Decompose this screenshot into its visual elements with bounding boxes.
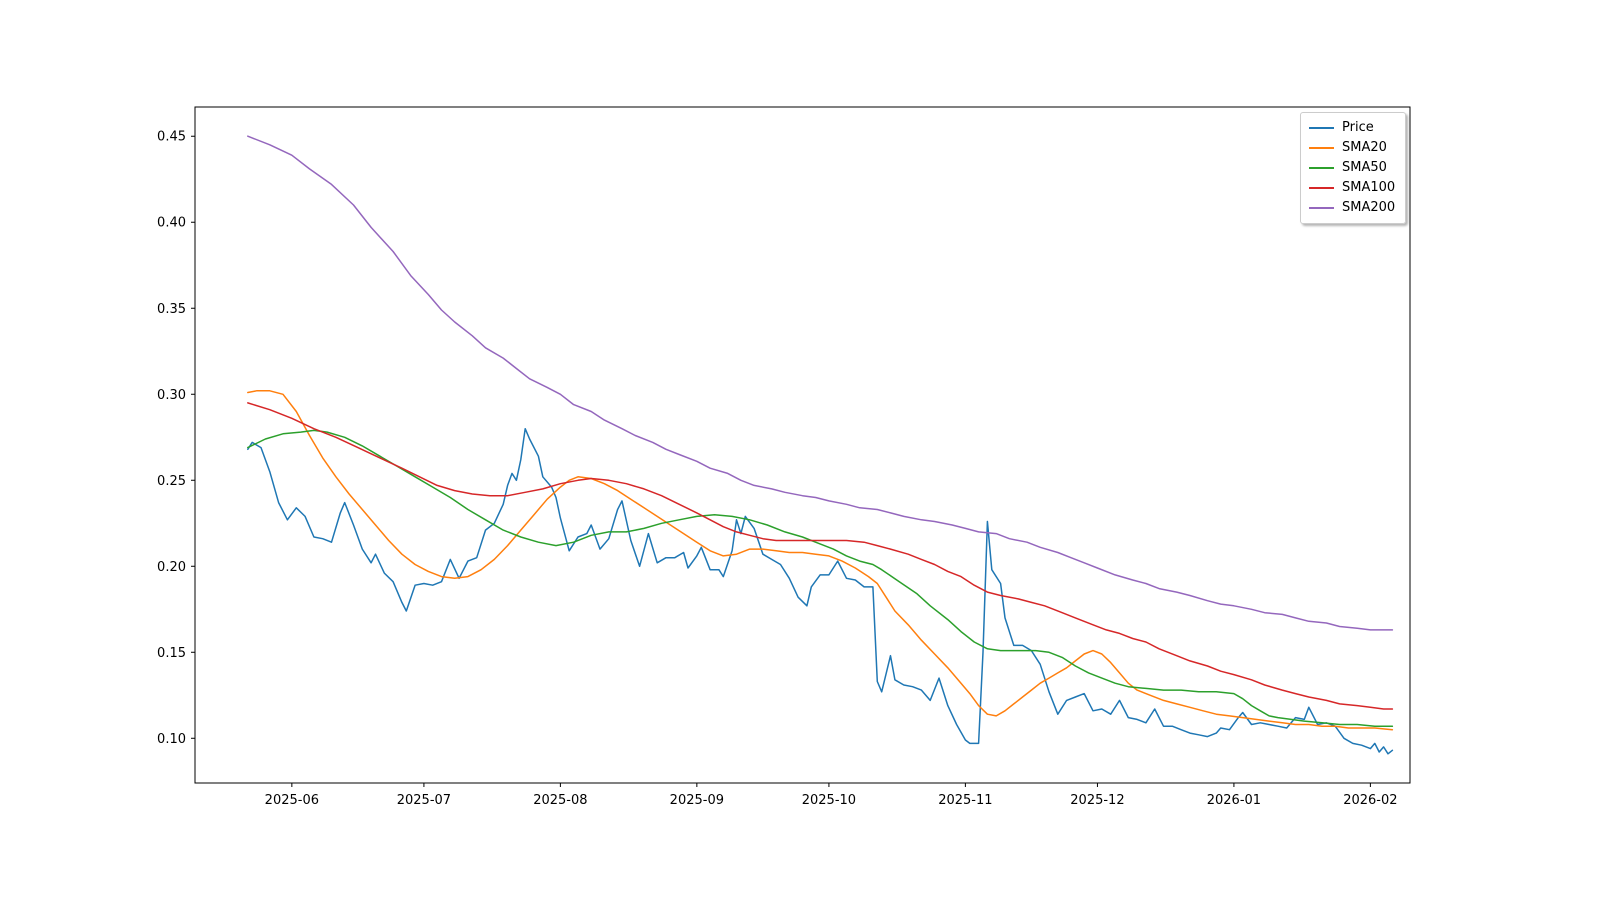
price-line <box>247 427 1394 755</box>
legend-item-price: Price <box>1309 118 1395 138</box>
x-tick-label: 2025-11 <box>938 793 992 808</box>
price-line-swatch <box>1309 127 1334 129</box>
sma50-line <box>247 429 1394 727</box>
x-tick-label: 2025-10 <box>802 793 856 808</box>
sma200-line-swatch <box>1309 207 1334 209</box>
y-tick-label: 0.35 <box>157 302 186 317</box>
x-tick-label: 2026-01 <box>1207 793 1261 808</box>
legend-label-sma100: SMA100 <box>1342 180 1396 195</box>
legend-label-price: Price <box>1342 120 1374 135</box>
y-tick-label: 0.45 <box>157 130 186 145</box>
x-tick-label: 2025-06 <box>265 793 319 808</box>
legend-item-sma20: SMA20 <box>1309 138 1395 158</box>
legend-item-sma100: SMA100 <box>1309 178 1395 198</box>
sma20-line-swatch <box>1309 147 1334 149</box>
y-tick-label: 0.10 <box>157 732 186 747</box>
x-tick-label: 2025-08 <box>533 793 587 808</box>
legend-label-sma200: SMA200 <box>1342 200 1396 215</box>
legend: Price SMA20 SMA50 SMA100 SMA200 <box>1300 112 1407 224</box>
legend-item-sma50: SMA50 <box>1309 158 1395 178</box>
y-tick-label: 0.40 <box>157 216 186 231</box>
x-tick-label: 2025-12 <box>1070 793 1124 808</box>
legend-item-sma200: SMA200 <box>1309 198 1395 218</box>
sma100-line-swatch <box>1309 187 1334 189</box>
plot-border <box>194 106 1411 784</box>
x-tick-label: 2025-09 <box>670 793 724 808</box>
sma200-line <box>247 135 1394 631</box>
sma50-line-swatch <box>1309 167 1334 169</box>
sma20-line <box>247 390 1394 731</box>
legend-label-sma20: SMA20 <box>1342 140 1387 155</box>
x-tick-label: 2026-02 <box>1343 793 1397 808</box>
y-tick-label: 0.20 <box>157 560 186 575</box>
y-tick-label: 0.30 <box>157 388 186 403</box>
legend-label-sma50: SMA50 <box>1342 160 1387 175</box>
y-tick-label: 0.15 <box>157 646 186 661</box>
y-tick-label: 0.25 <box>157 474 186 489</box>
sma100-line <box>247 402 1394 710</box>
x-tick-label: 2025-07 <box>397 793 451 808</box>
